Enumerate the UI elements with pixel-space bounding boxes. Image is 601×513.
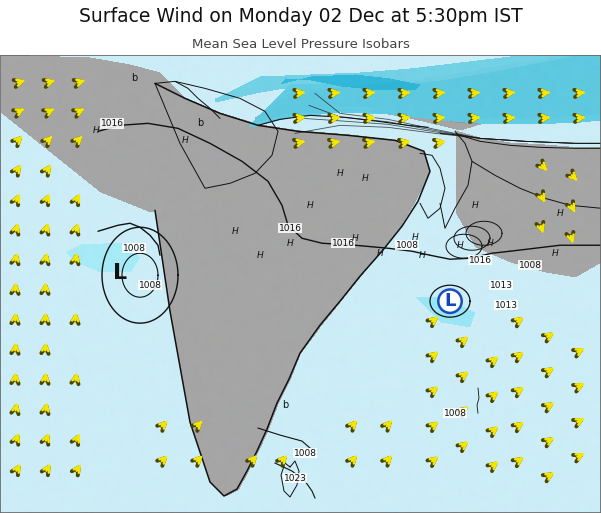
- Text: b: b: [131, 73, 137, 84]
- Text: b: b: [282, 400, 288, 410]
- Text: H: H: [487, 239, 493, 248]
- Text: b: b: [197, 119, 203, 128]
- Text: 1016: 1016: [278, 224, 302, 233]
- Text: H: H: [412, 233, 418, 242]
- Text: 1008: 1008: [519, 261, 542, 270]
- Text: 1008: 1008: [395, 241, 418, 250]
- Text: H: H: [307, 201, 313, 210]
- Text: Mean Sea Level Pressure Isobars: Mean Sea Level Pressure Isobars: [192, 38, 409, 51]
- Text: H: H: [457, 241, 463, 250]
- Text: H: H: [557, 209, 563, 218]
- Text: 1016: 1016: [332, 239, 355, 248]
- Text: H: H: [287, 239, 293, 248]
- Text: 1016: 1016: [469, 255, 492, 265]
- Text: H: H: [182, 136, 188, 145]
- Text: H: H: [377, 249, 383, 258]
- Text: 1023: 1023: [284, 473, 307, 483]
- Text: 1008: 1008: [293, 448, 317, 458]
- Text: 1013: 1013: [489, 281, 513, 290]
- Text: H: H: [337, 169, 343, 178]
- Text: 1013: 1013: [495, 301, 517, 310]
- Text: 1008: 1008: [138, 281, 162, 290]
- Text: L: L: [113, 263, 127, 283]
- Text: H: H: [257, 251, 263, 260]
- Text: 1008: 1008: [444, 408, 466, 418]
- Text: Surface Wind on Monday 02 Dec at 5:30pm IST: Surface Wind on Monday 02 Dec at 5:30pm …: [79, 7, 522, 26]
- Text: 1016: 1016: [100, 119, 123, 128]
- Text: H: H: [419, 251, 426, 260]
- Text: H: H: [231, 227, 239, 236]
- Text: H: H: [352, 234, 358, 243]
- Text: L: L: [444, 292, 456, 310]
- Text: 1008: 1008: [123, 244, 145, 253]
- Text: H: H: [362, 174, 368, 183]
- Text: H: H: [472, 201, 478, 210]
- Text: H: H: [552, 249, 558, 258]
- Text: H: H: [93, 126, 99, 135]
